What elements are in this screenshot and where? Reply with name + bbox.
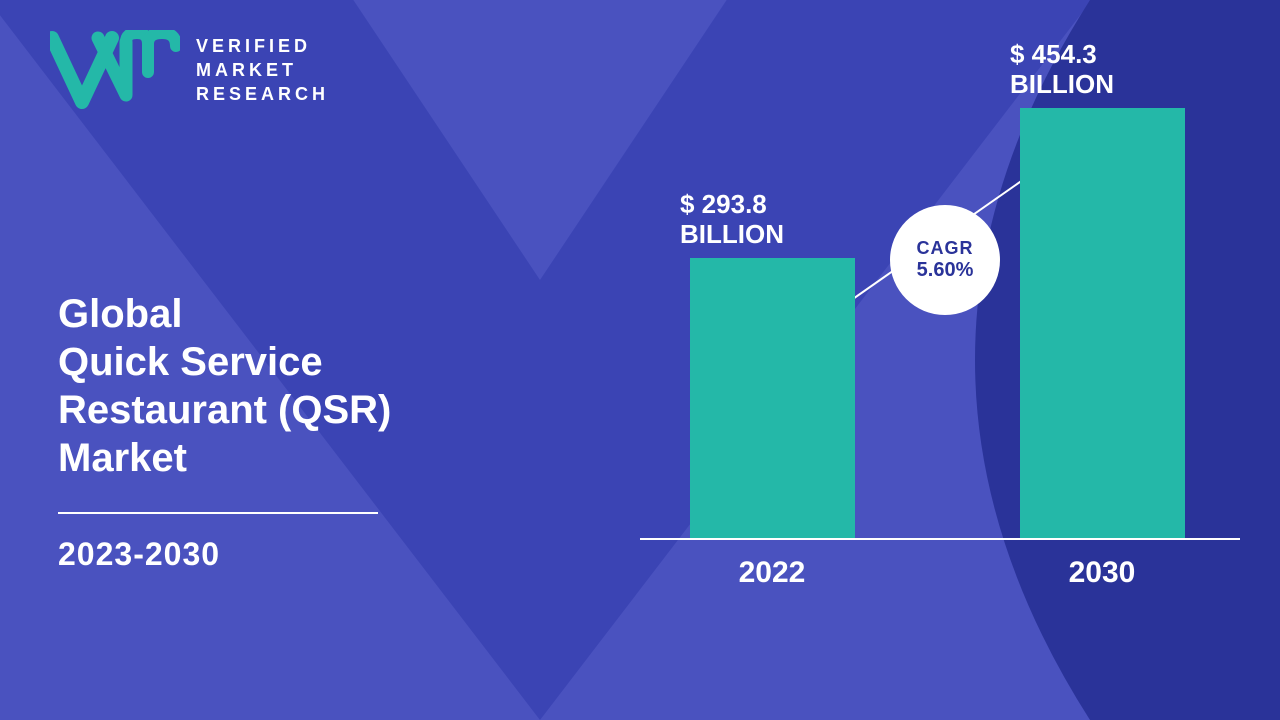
year-label-2022: 2022: [672, 556, 872, 590]
title-divider: [58, 512, 378, 514]
logo-text-line3: RESEARCH: [196, 82, 329, 106]
title-line4: Market: [58, 434, 518, 482]
value-amount-2030: $ 454.3: [1010, 40, 1210, 70]
cagr-label: CAGR: [917, 238, 974, 259]
year-range: 2023-2030: [58, 536, 518, 573]
infographic-canvas: VERIFIED MARKET RESEARCH Global Quick Se…: [0, 0, 1280, 720]
value-unit-2030: BILLION: [1010, 70, 1210, 100]
logo-mark-icon: [50, 30, 180, 110]
cagr-value: 5.60%: [917, 259, 974, 282]
title-line1: Global: [58, 290, 518, 338]
title-block: Global Quick Service Restaurant (QSR) Ma…: [58, 290, 518, 573]
value-amount-2022: $ 293.8: [680, 190, 880, 220]
value-label-2022: $ 293.8 BILLION: [680, 190, 880, 250]
logo-text: VERIFIED MARKET RESEARCH: [196, 34, 329, 107]
bar-2030: [1020, 108, 1185, 538]
logo-text-line1: VERIFIED: [196, 34, 329, 58]
bar-2022: [690, 258, 855, 538]
year-label-2030: 2030: [1002, 556, 1202, 590]
logo: VERIFIED MARKET RESEARCH: [50, 30, 329, 110]
cagr-badge: CAGR 5.60%: [890, 205, 1000, 315]
title-line3: Restaurant (QSR): [58, 386, 518, 434]
logo-text-line2: MARKET: [196, 58, 329, 82]
value-unit-2022: BILLION: [680, 220, 880, 250]
value-label-2030: $ 454.3 BILLION: [1010, 40, 1210, 100]
chart-baseline: [640, 538, 1240, 540]
title-line2: Quick Service: [58, 338, 518, 386]
bar-chart: $ 293.8 BILLION 2022 $ 454.3 BILLION 203…: [640, 40, 1240, 600]
